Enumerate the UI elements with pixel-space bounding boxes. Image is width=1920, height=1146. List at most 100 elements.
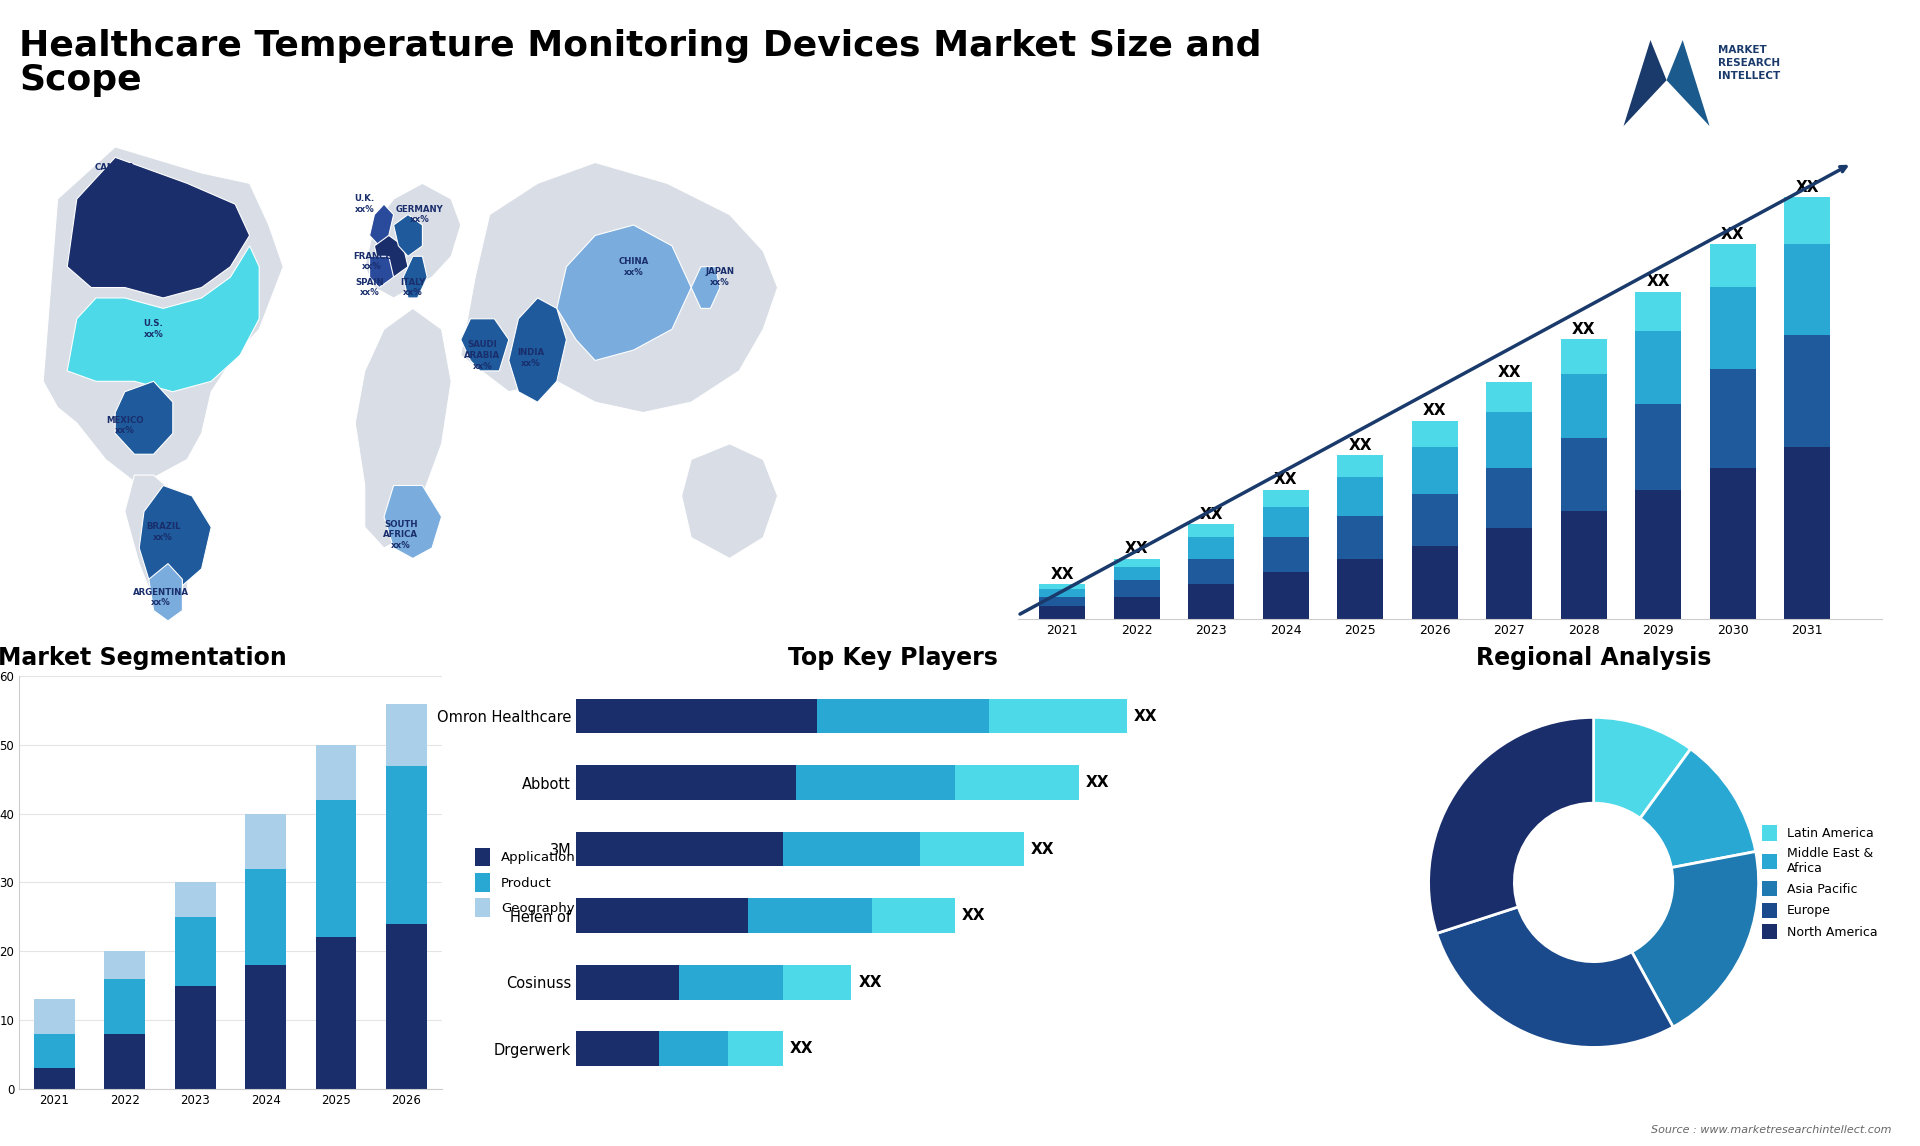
Bar <box>246 814 286 869</box>
Bar <box>1636 403 1682 489</box>
Bar <box>576 699 818 733</box>
Text: SOUTH
AFRICA
xx%: SOUTH AFRICA xx% <box>384 520 419 550</box>
Text: SAUDI
ARABIA
xx%: SAUDI ARABIA xx% <box>465 340 501 370</box>
Bar <box>35 999 75 1034</box>
Bar <box>1784 197 1830 244</box>
Bar <box>1709 469 1755 619</box>
Text: CANADA
xx%: CANADA xx% <box>94 163 136 183</box>
Bar <box>1114 558 1160 567</box>
Bar <box>1114 580 1160 597</box>
Bar <box>1784 447 1830 619</box>
Text: Source : www.marketresearchintellect.com: Source : www.marketresearchintellect.com <box>1651 1124 1891 1135</box>
Bar <box>797 766 954 800</box>
Polygon shape <box>369 257 394 288</box>
Text: XX: XX <box>1200 507 1223 521</box>
Bar <box>1188 584 1235 619</box>
Text: INDIA
xx%: INDIA xx% <box>516 348 543 368</box>
Text: GERMANY
xx%: GERMANY xx% <box>396 205 444 225</box>
Polygon shape <box>67 246 259 392</box>
Polygon shape <box>365 183 461 298</box>
Bar <box>246 965 286 1089</box>
Polygon shape <box>1667 40 1709 126</box>
Bar <box>576 766 797 800</box>
Wedge shape <box>1436 906 1672 1047</box>
Text: XX: XX <box>1720 227 1745 242</box>
Text: XX: XX <box>1348 438 1373 453</box>
Polygon shape <box>374 235 407 277</box>
Bar <box>576 965 680 999</box>
Text: XX: XX <box>1125 541 1148 556</box>
Legend: Latin America, Middle East &
Africa, Asia Pacific, Europe, North America: Latin America, Middle East & Africa, Asi… <box>1757 821 1882 944</box>
Bar <box>818 699 989 733</box>
FancyBboxPatch shape <box>19 69 979 642</box>
Bar <box>680 965 783 999</box>
Bar <box>35 1034 75 1068</box>
Text: JAPAN
xx%: JAPAN xx% <box>705 267 735 286</box>
Bar <box>1784 335 1830 447</box>
Bar <box>1263 489 1309 507</box>
Bar <box>872 898 954 933</box>
Bar <box>1039 597 1085 606</box>
Text: XX: XX <box>962 908 985 924</box>
Bar <box>1336 516 1382 558</box>
Bar <box>1561 374 1607 438</box>
Bar <box>920 832 1023 866</box>
Bar <box>1486 413 1532 469</box>
Wedge shape <box>1428 717 1594 933</box>
Bar <box>1336 477 1382 516</box>
Bar <box>783 832 920 866</box>
Bar <box>1411 545 1457 619</box>
Text: XX: XX <box>858 975 881 990</box>
Bar <box>1561 438 1607 511</box>
Text: Market Segmentation: Market Segmentation <box>0 646 286 670</box>
Polygon shape <box>125 476 192 615</box>
Text: U.S.
xx%: U.S. xx% <box>144 320 163 339</box>
Text: ARGENTINA
xx%: ARGENTINA xx% <box>132 588 188 607</box>
Polygon shape <box>461 319 509 371</box>
Bar <box>1709 288 1755 369</box>
Bar <box>1336 455 1382 477</box>
Text: XX: XX <box>1795 180 1818 195</box>
Text: MEXICO
xx%: MEXICO xx% <box>106 416 144 435</box>
Bar <box>783 965 851 999</box>
Title: Regional Analysis: Regional Analysis <box>1476 646 1711 670</box>
Text: CHINA
xx%: CHINA xx% <box>618 257 649 276</box>
Bar <box>1188 558 1235 584</box>
Bar <box>1411 447 1457 494</box>
Wedge shape <box>1640 749 1755 868</box>
Bar <box>1486 528 1532 619</box>
Polygon shape <box>369 204 394 246</box>
Text: XX: XX <box>1050 567 1073 582</box>
Bar <box>1188 524 1235 537</box>
Text: MARKET
RESEARCH
INTELLECT: MARKET RESEARCH INTELLECT <box>1718 45 1780 81</box>
Polygon shape <box>1624 40 1667 126</box>
Polygon shape <box>557 225 691 361</box>
Text: XX: XX <box>1031 841 1054 857</box>
Bar <box>1486 382 1532 413</box>
Bar <box>1336 558 1382 619</box>
Bar <box>1561 511 1607 619</box>
Bar <box>576 898 749 933</box>
Text: XX: XX <box>1275 472 1298 487</box>
Bar <box>1709 369 1755 469</box>
Bar <box>175 917 215 986</box>
Bar <box>576 832 783 866</box>
Bar <box>989 699 1127 733</box>
Polygon shape <box>461 163 778 413</box>
Bar <box>1709 244 1755 288</box>
Bar <box>1039 584 1085 589</box>
Bar <box>1486 469 1532 528</box>
Text: XX: XX <box>1135 708 1158 723</box>
Bar <box>35 1068 75 1089</box>
Bar <box>1188 537 1235 558</box>
Polygon shape <box>148 564 182 621</box>
Bar <box>659 1031 728 1066</box>
Text: XX: XX <box>1498 364 1521 379</box>
Bar <box>175 986 215 1089</box>
Title: Top Key Players: Top Key Players <box>787 646 998 670</box>
Polygon shape <box>403 257 426 298</box>
Text: XX: XX <box>1647 274 1670 289</box>
Bar <box>576 1031 659 1066</box>
Bar <box>1636 330 1682 403</box>
Text: Scope: Scope <box>19 63 142 97</box>
